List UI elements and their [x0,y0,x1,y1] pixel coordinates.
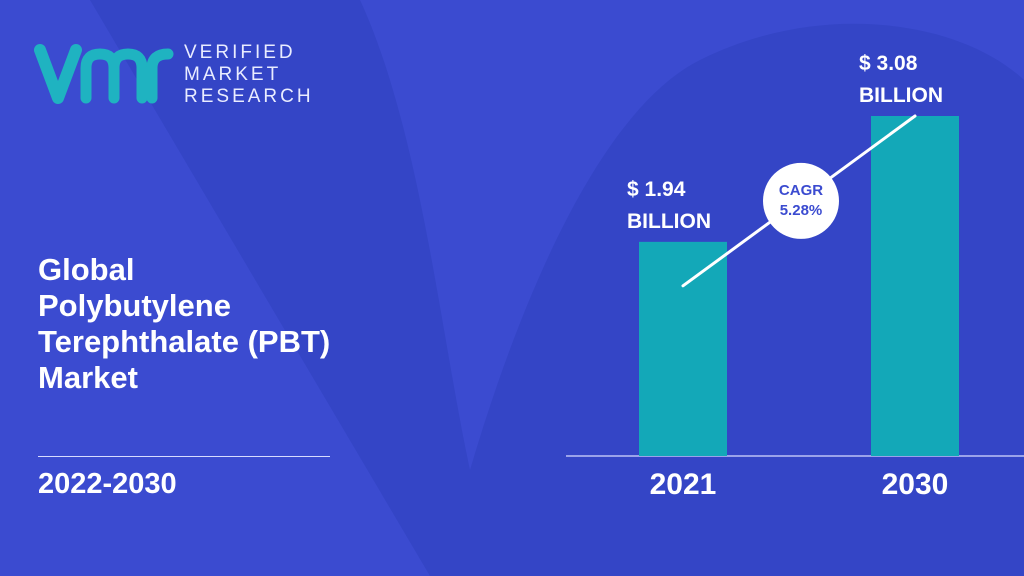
data-label-2021-line-2: BILLION [627,210,711,233]
data-label-2021-line-1: $ 1.94 [627,178,686,201]
logo-line-3: RESEARCH [184,86,314,107]
data-label-2030-line-2: BILLION [859,84,943,107]
cagr-label: CAGR [779,182,823,199]
data-label-2030-line-1: $ 3.08 [859,52,918,75]
bar-2030 [871,116,959,456]
forecast-period: 2022-2030 [38,468,177,500]
bar-2021 [639,241,727,456]
title-line-1: Global [38,252,135,287]
x-tick-label-2030: 2030 [882,468,949,501]
logo-text: VERIFIED MARKET RESEARCH [184,42,314,108]
title-divider [38,456,330,457]
cagr-value: 5.28% [780,202,823,219]
vmr-logo-icon [34,44,174,104]
logo-line-2: MARKET [184,64,282,85]
page-title: Global Polybutylene Terephthalate (PBT) … [38,252,418,396]
cagr-badge [763,162,839,239]
x-tick-label-2021: 2021 [650,468,717,501]
title-line-2: Polybutylene [38,288,231,323]
logo-line-1: VERIFIED [184,42,296,63]
title-line-4: Market [38,360,138,395]
logo: VERIFIED MARKET RESEARCH [34,40,314,110]
title-line-3: Terephthalate (PBT) [38,324,331,359]
